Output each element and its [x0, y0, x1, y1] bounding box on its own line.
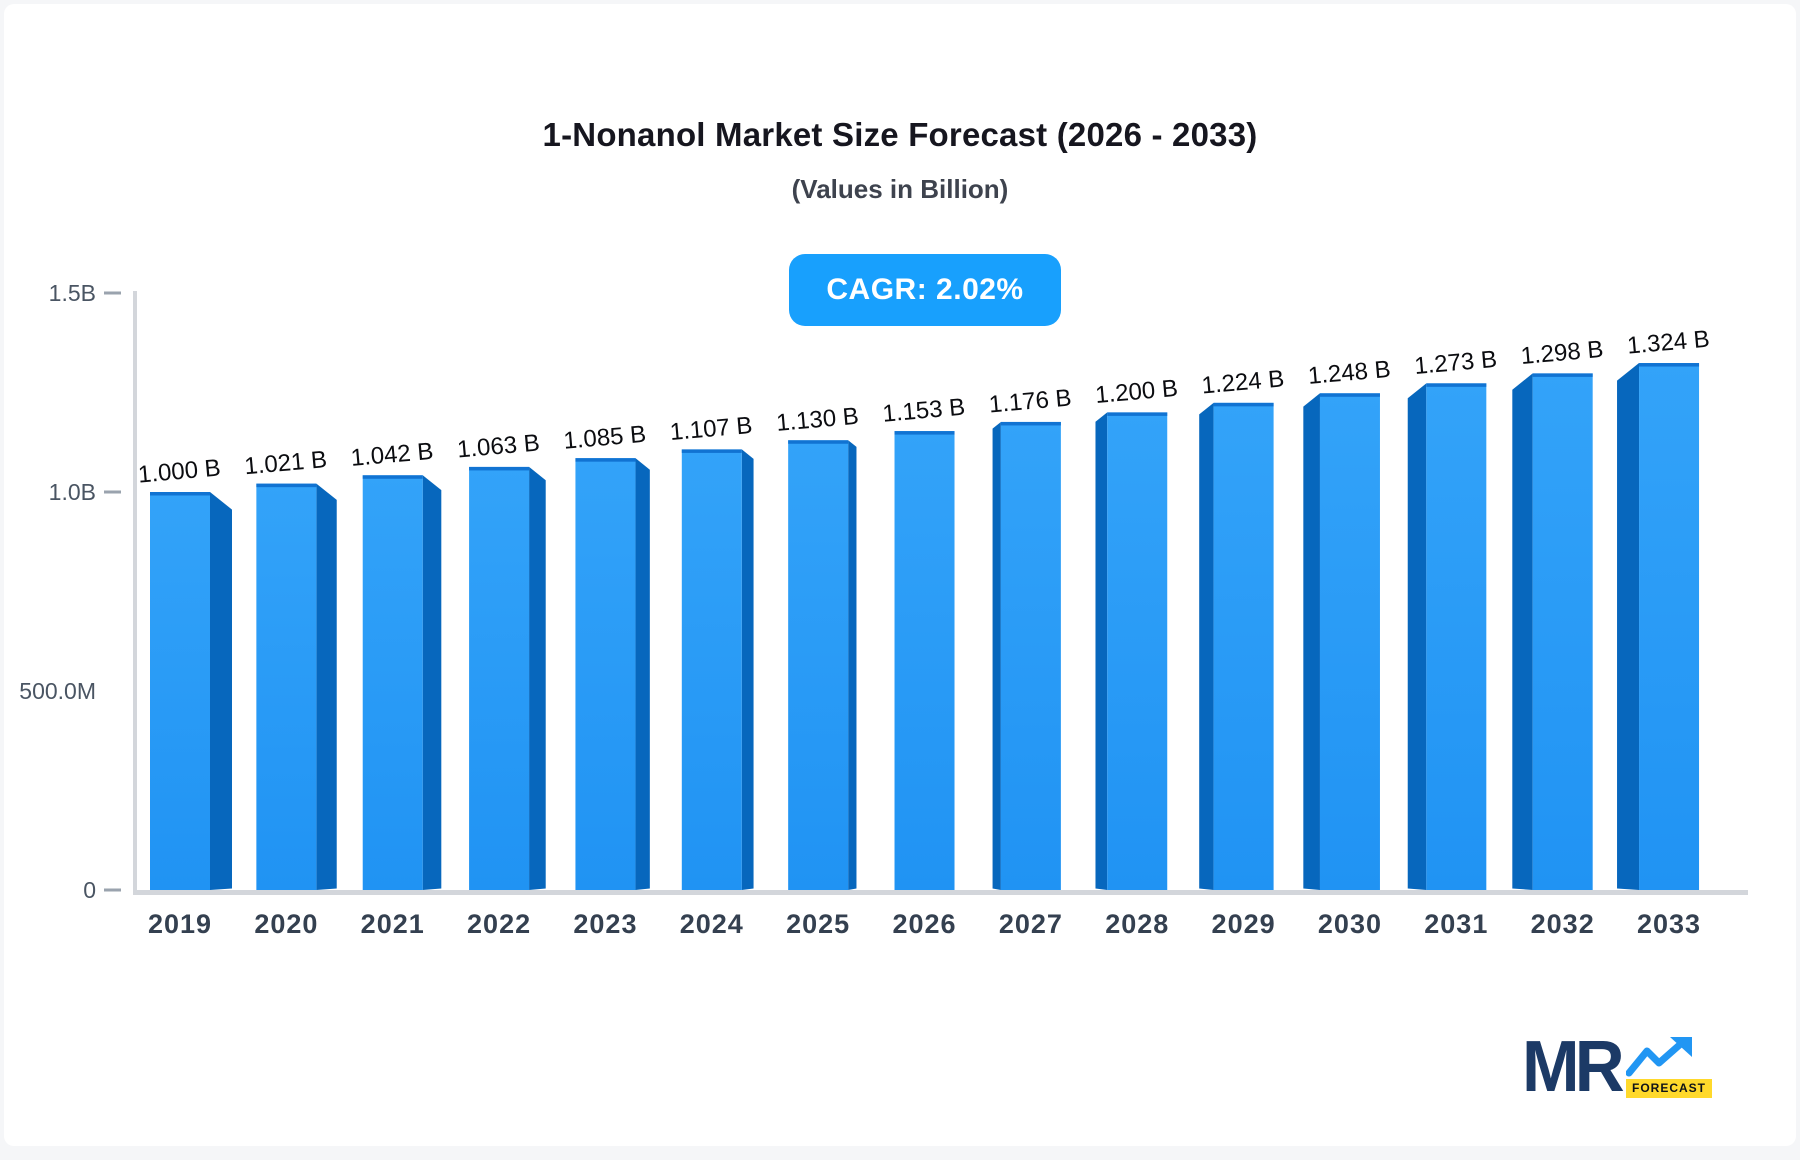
bar-top-cap	[469, 466, 530, 471]
bar-value-label: 1.153 B	[881, 394, 966, 428]
y-tick-label: 1.5B	[49, 280, 96, 306]
x-tick-label: 2025	[786, 909, 850, 939]
bar-top-cap	[575, 458, 636, 462]
x-tick-label: 2022	[467, 909, 531, 939]
bar-side-face	[848, 440, 857, 890]
bar	[362, 475, 423, 890]
bar-value-label: 1.107 B	[669, 412, 754, 446]
bar	[256, 483, 317, 890]
bar-side-face	[422, 475, 442, 890]
bar-top-cap	[681, 449, 742, 453]
bar-side-face	[529, 466, 546, 890]
bar-value-label: 1.273 B	[1413, 346, 1498, 380]
bar-value-label: 1.248 B	[1307, 356, 1392, 390]
bar	[150, 492, 210, 890]
x-tick-label: 2028	[1105, 909, 1169, 939]
bar-value-label: 1.298 B	[1520, 336, 1605, 370]
bar-side-face	[1303, 393, 1320, 890]
x-tick-label: 2024	[680, 909, 744, 939]
bar-top-cap	[1000, 421, 1061, 426]
y-tick-dash	[104, 888, 121, 892]
bar-top-cap	[1107, 412, 1168, 416]
trend-arrow-icon	[1625, 1037, 1692, 1077]
bar-side-face	[1199, 402, 1214, 890]
x-axis-line	[133, 890, 1748, 895]
bar-value-label: 1.176 B	[988, 384, 1073, 418]
bar-value-label: 1.200 B	[1094, 375, 1179, 409]
bar	[1426, 383, 1487, 890]
bar-top-cap	[1319, 393, 1380, 397]
bar	[1213, 402, 1274, 890]
logo-text-forecast: FORECAST	[1625, 1079, 1712, 1099]
y-tick-label: 0	[83, 877, 96, 903]
bar-top-cap	[1213, 402, 1274, 407]
chart-title: 1-Nonanol Market Size Forecast (2026 - 2…	[542, 116, 1258, 153]
bar	[1000, 421, 1061, 890]
bar-value-label: 1.000 B	[137, 454, 222, 488]
cagr-badge-label: CAGR: 2.02%	[826, 273, 1024, 306]
bar-value-label: 1.063 B	[456, 429, 541, 463]
bar-top-cap	[150, 492, 210, 496]
bar-top-cap	[788, 440, 849, 444]
bar	[1532, 373, 1593, 890]
bar-side-face	[992, 421, 1001, 890]
logo-text-mr: MR	[1522, 1027, 1625, 1107]
y-tick-label: 500.0M	[19, 678, 96, 704]
brand-logo: MR FORECAST	[1522, 1027, 1712, 1107]
x-tick-label: 2021	[361, 909, 425, 939]
y-tick-label: 1.0B	[49, 479, 96, 505]
x-tick-label: 2019	[148, 909, 212, 939]
x-tick-label: 2026	[892, 909, 956, 939]
bar-side-face	[1407, 383, 1427, 890]
bar	[681, 449, 742, 890]
bar	[575, 458, 636, 890]
y-tick-dash	[104, 291, 121, 295]
bar-chart-canvas: 1.5B 1.0B 500.0M 0 1.000 B 2019 1.021 B 2020 1.0…	[19, 280, 1748, 939]
bar-top-cap	[894, 431, 955, 435]
bar-side-face	[1095, 412, 1108, 890]
bar	[1639, 363, 1700, 891]
y-axis-line	[133, 291, 137, 895]
bar-value-label: 1.021 B	[243, 446, 328, 480]
bar-value-label: 1.324 B	[1626, 326, 1711, 360]
x-tick-label: 2027	[999, 909, 1063, 939]
x-tick-label: 2032	[1531, 909, 1595, 939]
bar-side-face	[316, 483, 337, 890]
chart-subtitle: (Values in Billion)	[791, 174, 1009, 204]
chart-card: 1-Nonanol Market Size Forecast (2026 - 2…	[4, 4, 1796, 1146]
bar-side-face	[741, 449, 754, 890]
bar-value-label: 1.085 B	[562, 421, 647, 455]
bar-side-face	[635, 458, 650, 890]
bar-top-cap	[1532, 373, 1593, 377]
bar	[1107, 412, 1168, 890]
x-tick-label: 2029	[1212, 909, 1276, 939]
bar-value-label: 1.130 B	[775, 403, 860, 437]
bar-value-label: 1.224 B	[1201, 365, 1286, 399]
bar	[469, 466, 530, 890]
bar-top-cap	[1639, 363, 1700, 367]
bar-top-cap	[362, 475, 423, 479]
bar	[894, 431, 955, 890]
bar	[1319, 393, 1380, 890]
bar-side-face	[210, 492, 232, 890]
x-tick-label: 2033	[1637, 909, 1701, 939]
x-tick-label: 2030	[1318, 909, 1382, 939]
bar-top-cap	[1426, 383, 1487, 387]
y-tick-dash	[104, 490, 121, 494]
cagr-badge: CAGR: 2.02%	[789, 254, 1061, 326]
bar-value-label: 1.042 B	[350, 438, 435, 472]
x-tick-label: 2023	[573, 909, 637, 939]
x-tick-label: 2020	[254, 909, 318, 939]
x-tick-label: 2031	[1424, 909, 1488, 939]
bar	[788, 440, 849, 890]
bar-top-cap	[256, 483, 317, 488]
bar-side-face	[1617, 363, 1640, 891]
bar-side-face	[1512, 373, 1533, 890]
